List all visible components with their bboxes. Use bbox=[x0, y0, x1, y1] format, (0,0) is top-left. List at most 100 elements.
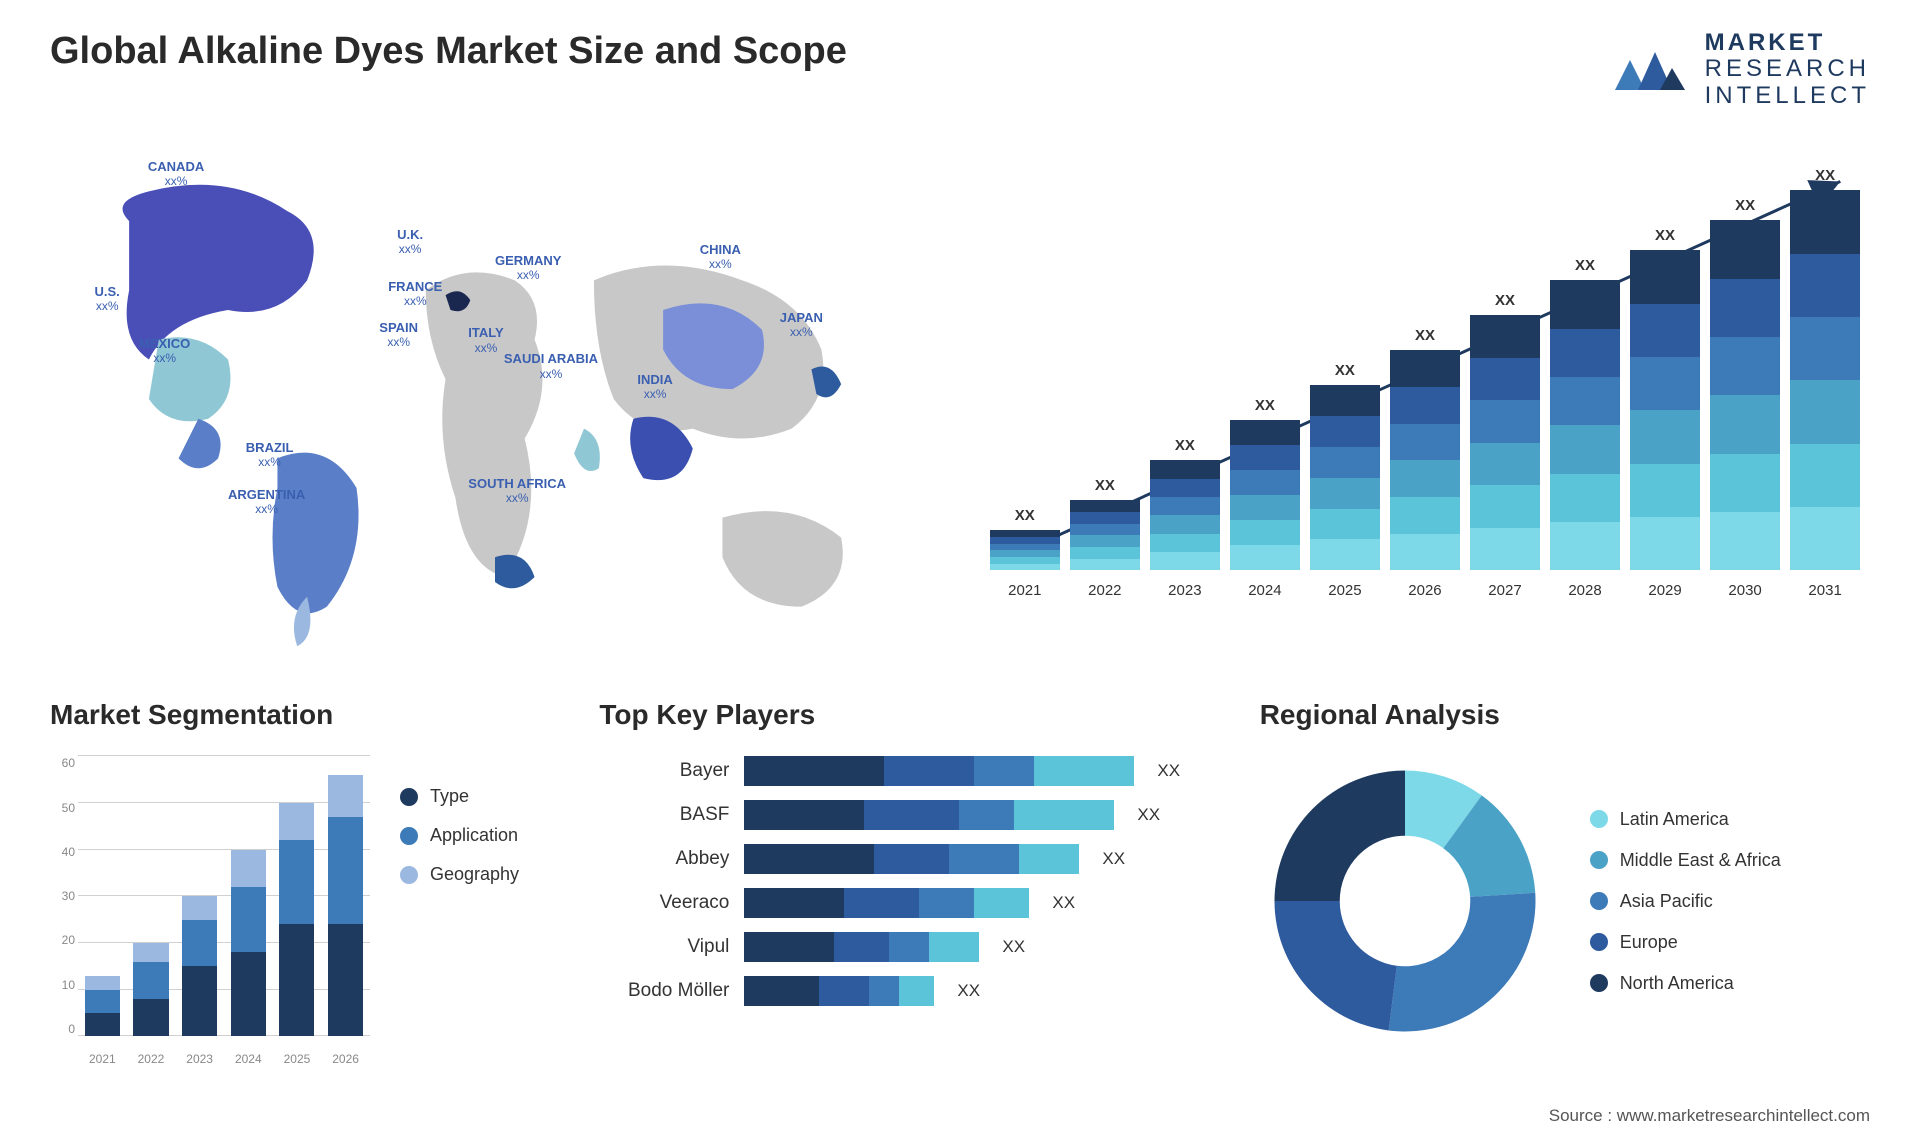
segmentation-chart: 6050403020100 202120222023202420252026 bbox=[50, 756, 370, 1066]
growth-bar-year: 2029 bbox=[1648, 582, 1681, 599]
map-label: SOUTH AFRICAxx% bbox=[468, 477, 566, 506]
growth-bar-col: XX 2030 bbox=[1710, 197, 1780, 599]
growth-bar-year: 2027 bbox=[1488, 582, 1521, 599]
world-map: CANADAxx% U.S.xx% MEXICOxx% BRAZILxx% ARGENT… bbox=[50, 139, 940, 659]
growth-bar-label: XX bbox=[1655, 227, 1675, 244]
growth-bar-label: XX bbox=[1175, 437, 1195, 454]
players-chart: BayerXXBASFXXAbbeyXXVeeracoXXVipulXXBodo… bbox=[599, 756, 1209, 1006]
player-value: XX bbox=[1002, 937, 1025, 957]
legend-item: Europe bbox=[1590, 932, 1781, 953]
players-title: Top Key Players bbox=[599, 699, 1209, 731]
growth-bar-year: 2031 bbox=[1808, 582, 1841, 599]
player-name: Veeraco bbox=[599, 892, 729, 914]
growth-bar-col: XX 2021 bbox=[990, 507, 1060, 599]
growth-bar-year: 2030 bbox=[1728, 582, 1761, 599]
player-value: XX bbox=[1157, 761, 1180, 781]
growth-bar-col: XX 2027 bbox=[1470, 292, 1540, 599]
player-name: Abbey bbox=[599, 848, 729, 870]
growth-bar-year: 2026 bbox=[1408, 582, 1441, 599]
map-label: U.K.xx% bbox=[397, 228, 423, 257]
growth-bar-label: XX bbox=[1255, 397, 1275, 414]
segmentation-panel: Market Segmentation 6050403020100 202120… bbox=[50, 699, 549, 1066]
growth-chart: XX 2021 XX 2022 XX 2023 XX 2024 XX 2025 XX 2026 XX 20… bbox=[980, 139, 1870, 659]
growth-bar-year: 2023 bbox=[1168, 582, 1201, 599]
legend-item: North America bbox=[1590, 973, 1781, 994]
seg-bar-col bbox=[85, 976, 120, 1037]
player-name: Vipul bbox=[599, 936, 729, 958]
growth-bar-col: XX 2029 bbox=[1630, 227, 1700, 599]
map-label: FRANCExx% bbox=[388, 280, 442, 309]
logo-line1: MARKET bbox=[1705, 30, 1870, 56]
player-value: XX bbox=[1137, 805, 1160, 825]
players-panel: Top Key Players BayerXXBASFXXAbbeyXXVeer… bbox=[599, 699, 1209, 1066]
map-label: ITALYxx% bbox=[468, 326, 503, 355]
player-row: BASF XX bbox=[599, 800, 1209, 830]
growth-bar-label: XX bbox=[1335, 362, 1355, 379]
growth-bar-col: XX 2024 bbox=[1230, 397, 1300, 599]
legend-item: Application bbox=[400, 825, 519, 846]
map-label: MEXICOxx% bbox=[139, 337, 190, 366]
logo-icon bbox=[1610, 40, 1690, 100]
map-label: CHINAxx% bbox=[700, 243, 741, 272]
growth-bar-label: XX bbox=[1415, 327, 1435, 344]
map-label: CANADAxx% bbox=[148, 160, 204, 189]
player-value: XX bbox=[1102, 849, 1125, 869]
growth-bar-col: XX 2022 bbox=[1070, 477, 1140, 599]
world-map-svg bbox=[50, 139, 940, 659]
player-row: Veeraco XX bbox=[599, 888, 1209, 918]
map-label: U.S.xx% bbox=[95, 285, 120, 314]
seg-bar-col bbox=[231, 850, 266, 1037]
player-name: Bodo Möller bbox=[599, 980, 729, 1002]
map-label: SPAINxx% bbox=[379, 321, 418, 350]
growth-bar-col: XX 2026 bbox=[1390, 327, 1460, 599]
map-label: BRAZILxx% bbox=[246, 441, 294, 470]
source-text: Source : www.marketresearchintellect.com bbox=[1549, 1106, 1870, 1126]
player-row: Vipul XX bbox=[599, 932, 1209, 962]
donut-segment bbox=[1274, 901, 1396, 1030]
growth-bar-year: 2028 bbox=[1568, 582, 1601, 599]
regional-donut bbox=[1260, 756, 1550, 1046]
player-value: XX bbox=[1052, 893, 1075, 913]
regional-legend: Latin America Middle East & Africa Asia Pa… bbox=[1590, 809, 1781, 994]
segmentation-legend: Type Application Geography bbox=[400, 756, 519, 1066]
seg-bar-col bbox=[328, 775, 363, 1036]
legend-item: Type bbox=[400, 786, 519, 807]
player-name: Bayer bbox=[599, 760, 729, 782]
growth-bar-year: 2025 bbox=[1328, 582, 1361, 599]
growth-bar-col: XX 2028 bbox=[1550, 257, 1620, 599]
logo-line3: INTELLECT bbox=[1705, 83, 1870, 109]
legend-item: Geography bbox=[400, 864, 519, 885]
growth-bar-col: XX 2031 bbox=[1790, 167, 1860, 599]
map-label: SAUDI ARABIAxx% bbox=[504, 352, 598, 381]
growth-bar-label: XX bbox=[1735, 197, 1755, 214]
growth-bar-label: XX bbox=[1495, 292, 1515, 309]
growth-bar-year: 2024 bbox=[1248, 582, 1281, 599]
seg-bar-col bbox=[133, 943, 168, 1036]
logo-line2: RESEARCH bbox=[1705, 56, 1870, 82]
seg-bar-col bbox=[279, 803, 314, 1036]
growth-bar-label: XX bbox=[1015, 507, 1035, 524]
segmentation-title: Market Segmentation bbox=[50, 699, 549, 731]
growth-bar-label: XX bbox=[1095, 477, 1115, 494]
player-row: Bayer XX bbox=[599, 756, 1209, 786]
legend-item: Middle East & Africa bbox=[1590, 850, 1781, 871]
legend-item: Latin America bbox=[1590, 809, 1781, 830]
seg-bar-col bbox=[182, 896, 217, 1036]
growth-bar-col: XX 2023 bbox=[1150, 437, 1220, 599]
logo: MARKET RESEARCH INTELLECT bbox=[1610, 30, 1870, 109]
donut-segment bbox=[1274, 771, 1405, 902]
player-row: Bodo Möller XX bbox=[599, 976, 1209, 1006]
growth-bar-col: XX 2025 bbox=[1310, 362, 1380, 599]
growth-bar-year: 2022 bbox=[1088, 582, 1121, 599]
growth-bar-label: XX bbox=[1815, 167, 1835, 184]
donut-segment bbox=[1388, 893, 1535, 1032]
player-value: XX bbox=[957, 981, 980, 1001]
growth-bar-label: XX bbox=[1575, 257, 1595, 274]
player-name: BASF bbox=[599, 804, 729, 826]
regional-title: Regional Analysis bbox=[1260, 699, 1870, 731]
growth-bar-year: 2021 bbox=[1008, 582, 1041, 599]
map-label: GERMANYxx% bbox=[495, 254, 561, 283]
page-title: Global Alkaline Dyes Market Size and Sco… bbox=[50, 30, 847, 73]
legend-item: Asia Pacific bbox=[1590, 891, 1781, 912]
map-label: ARGENTINAxx% bbox=[228, 488, 305, 517]
